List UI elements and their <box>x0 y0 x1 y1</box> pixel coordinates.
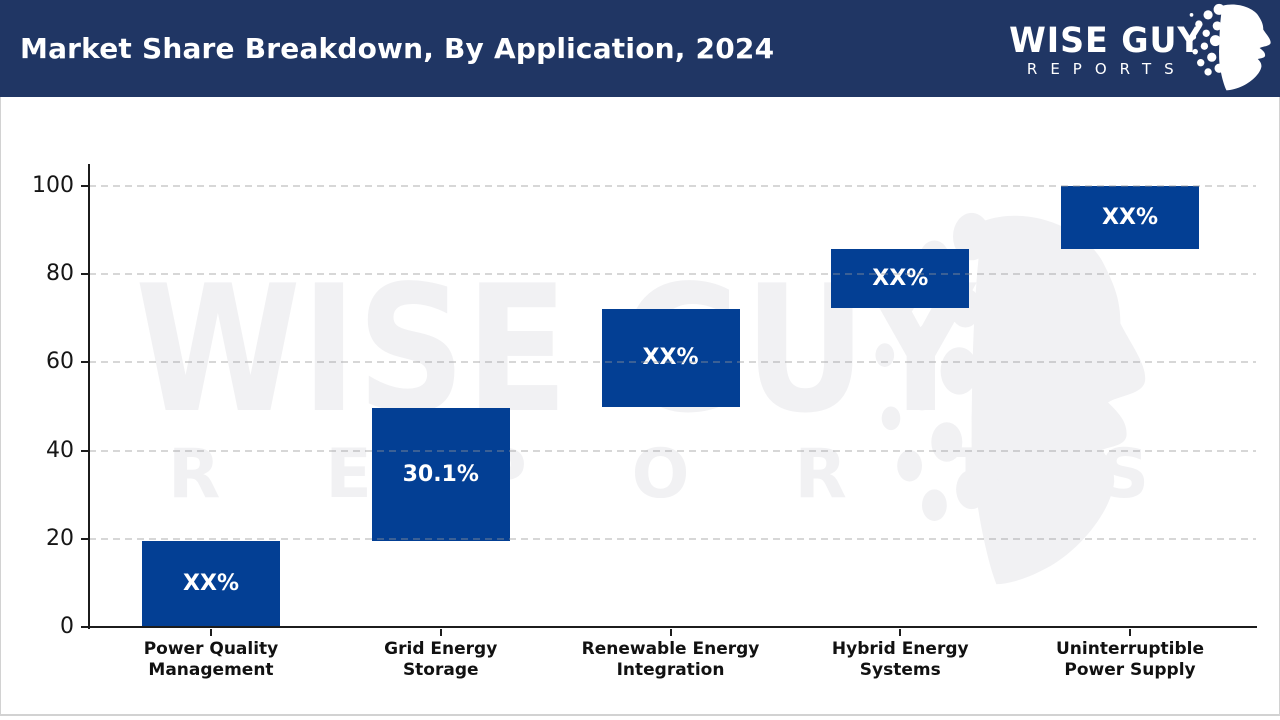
gridline-y-40 <box>89 449 1256 452</box>
x-tick-5 <box>1129 629 1131 636</box>
y-tick-label-40: 40 <box>46 437 74 463</box>
y-tick-label-60: 60 <box>46 349 74 375</box>
bar-value-label: XX% <box>642 345 699 371</box>
y-tick-0 <box>81 626 88 628</box>
bar-3: XX% <box>601 308 740 407</box>
category-label-3: Renewable Energy Integration <box>556 639 786 680</box>
bottom-border <box>0 714 1280 716</box>
left-border <box>0 97 1 715</box>
bar-value-label: XX% <box>1102 205 1158 231</box>
y-tick-label-100: 100 <box>32 173 74 199</box>
category-label-line: Systems <box>859 659 941 680</box>
x-tick-3 <box>669 629 672 636</box>
category-label-line: Storage <box>402 659 479 680</box>
category-label-line: Power Quality <box>143 639 279 659</box>
bar-2: 30.1% <box>371 407 510 541</box>
wiseguy-head-icon <box>1189 3 1271 91</box>
category-label-line: Uninterruptible <box>1055 639 1204 659</box>
category-label-1: Power Quality Management <box>96 639 326 680</box>
gridline-y-60 <box>89 361 1256 364</box>
y-tick-label-20: 20 <box>46 525 74 551</box>
y-tick-label-80: 80 <box>46 261 74 287</box>
category-label-line: Grid Energy <box>384 639 498 659</box>
y-tick-100 <box>81 185 88 188</box>
y-tick-40 <box>81 449 88 452</box>
gridline-y-80 <box>89 273 1256 276</box>
y-tick-label-0: 0 <box>60 614 74 639</box>
gridline-y-20 <box>89 537 1256 540</box>
y-tick-60 <box>81 361 88 364</box>
y-tick-80 <box>81 273 88 276</box>
category-label-line: Management <box>148 659 274 680</box>
y-tick-20 <box>81 537 88 540</box>
bar-value-label: 30.1% <box>402 461 479 487</box>
plot-area: XX% 30.1% XX% XX% XX% <box>89 164 1256 628</box>
x-tick-2 <box>439 629 442 636</box>
category-label-5: Uninterruptible Power Supply <box>1015 639 1245 680</box>
page-title: Market Share Breakdown, By Application, … <box>20 32 775 65</box>
bar-value-label: XX% <box>183 571 239 597</box>
x-tick-1 <box>210 629 212 636</box>
bar-4: XX% <box>831 249 970 308</box>
gridline-y-100 <box>89 185 1256 188</box>
logo-wiseguy-text: WISE GUY <box>1008 21 1202 61</box>
category-label-line: Hybrid Energy <box>831 639 969 659</box>
bar-5: XX% <box>1061 186 1199 250</box>
bar-value-label: XX% <box>872 265 929 291</box>
header-bar: Market Share Breakdown, By Application, … <box>0 0 1280 97</box>
category-label-line: Integration <box>616 659 725 680</box>
wiseguy-logo: WISE GUY REPORTS <box>999 24 1202 77</box>
category-label-line: Renewable Energy <box>581 639 760 659</box>
category-label-line: Power Supply <box>1064 659 1196 680</box>
bar-1: XX% <box>142 540 280 627</box>
x-tick-4 <box>899 629 902 636</box>
gridline-y-0 <box>89 626 1256 628</box>
category-label-4: Hybrid Energy Systems <box>785 639 1015 680</box>
category-label-2: Grid Energy Storage <box>326 639 556 680</box>
logo-reports-text: REPORTS <box>1026 60 1187 78</box>
